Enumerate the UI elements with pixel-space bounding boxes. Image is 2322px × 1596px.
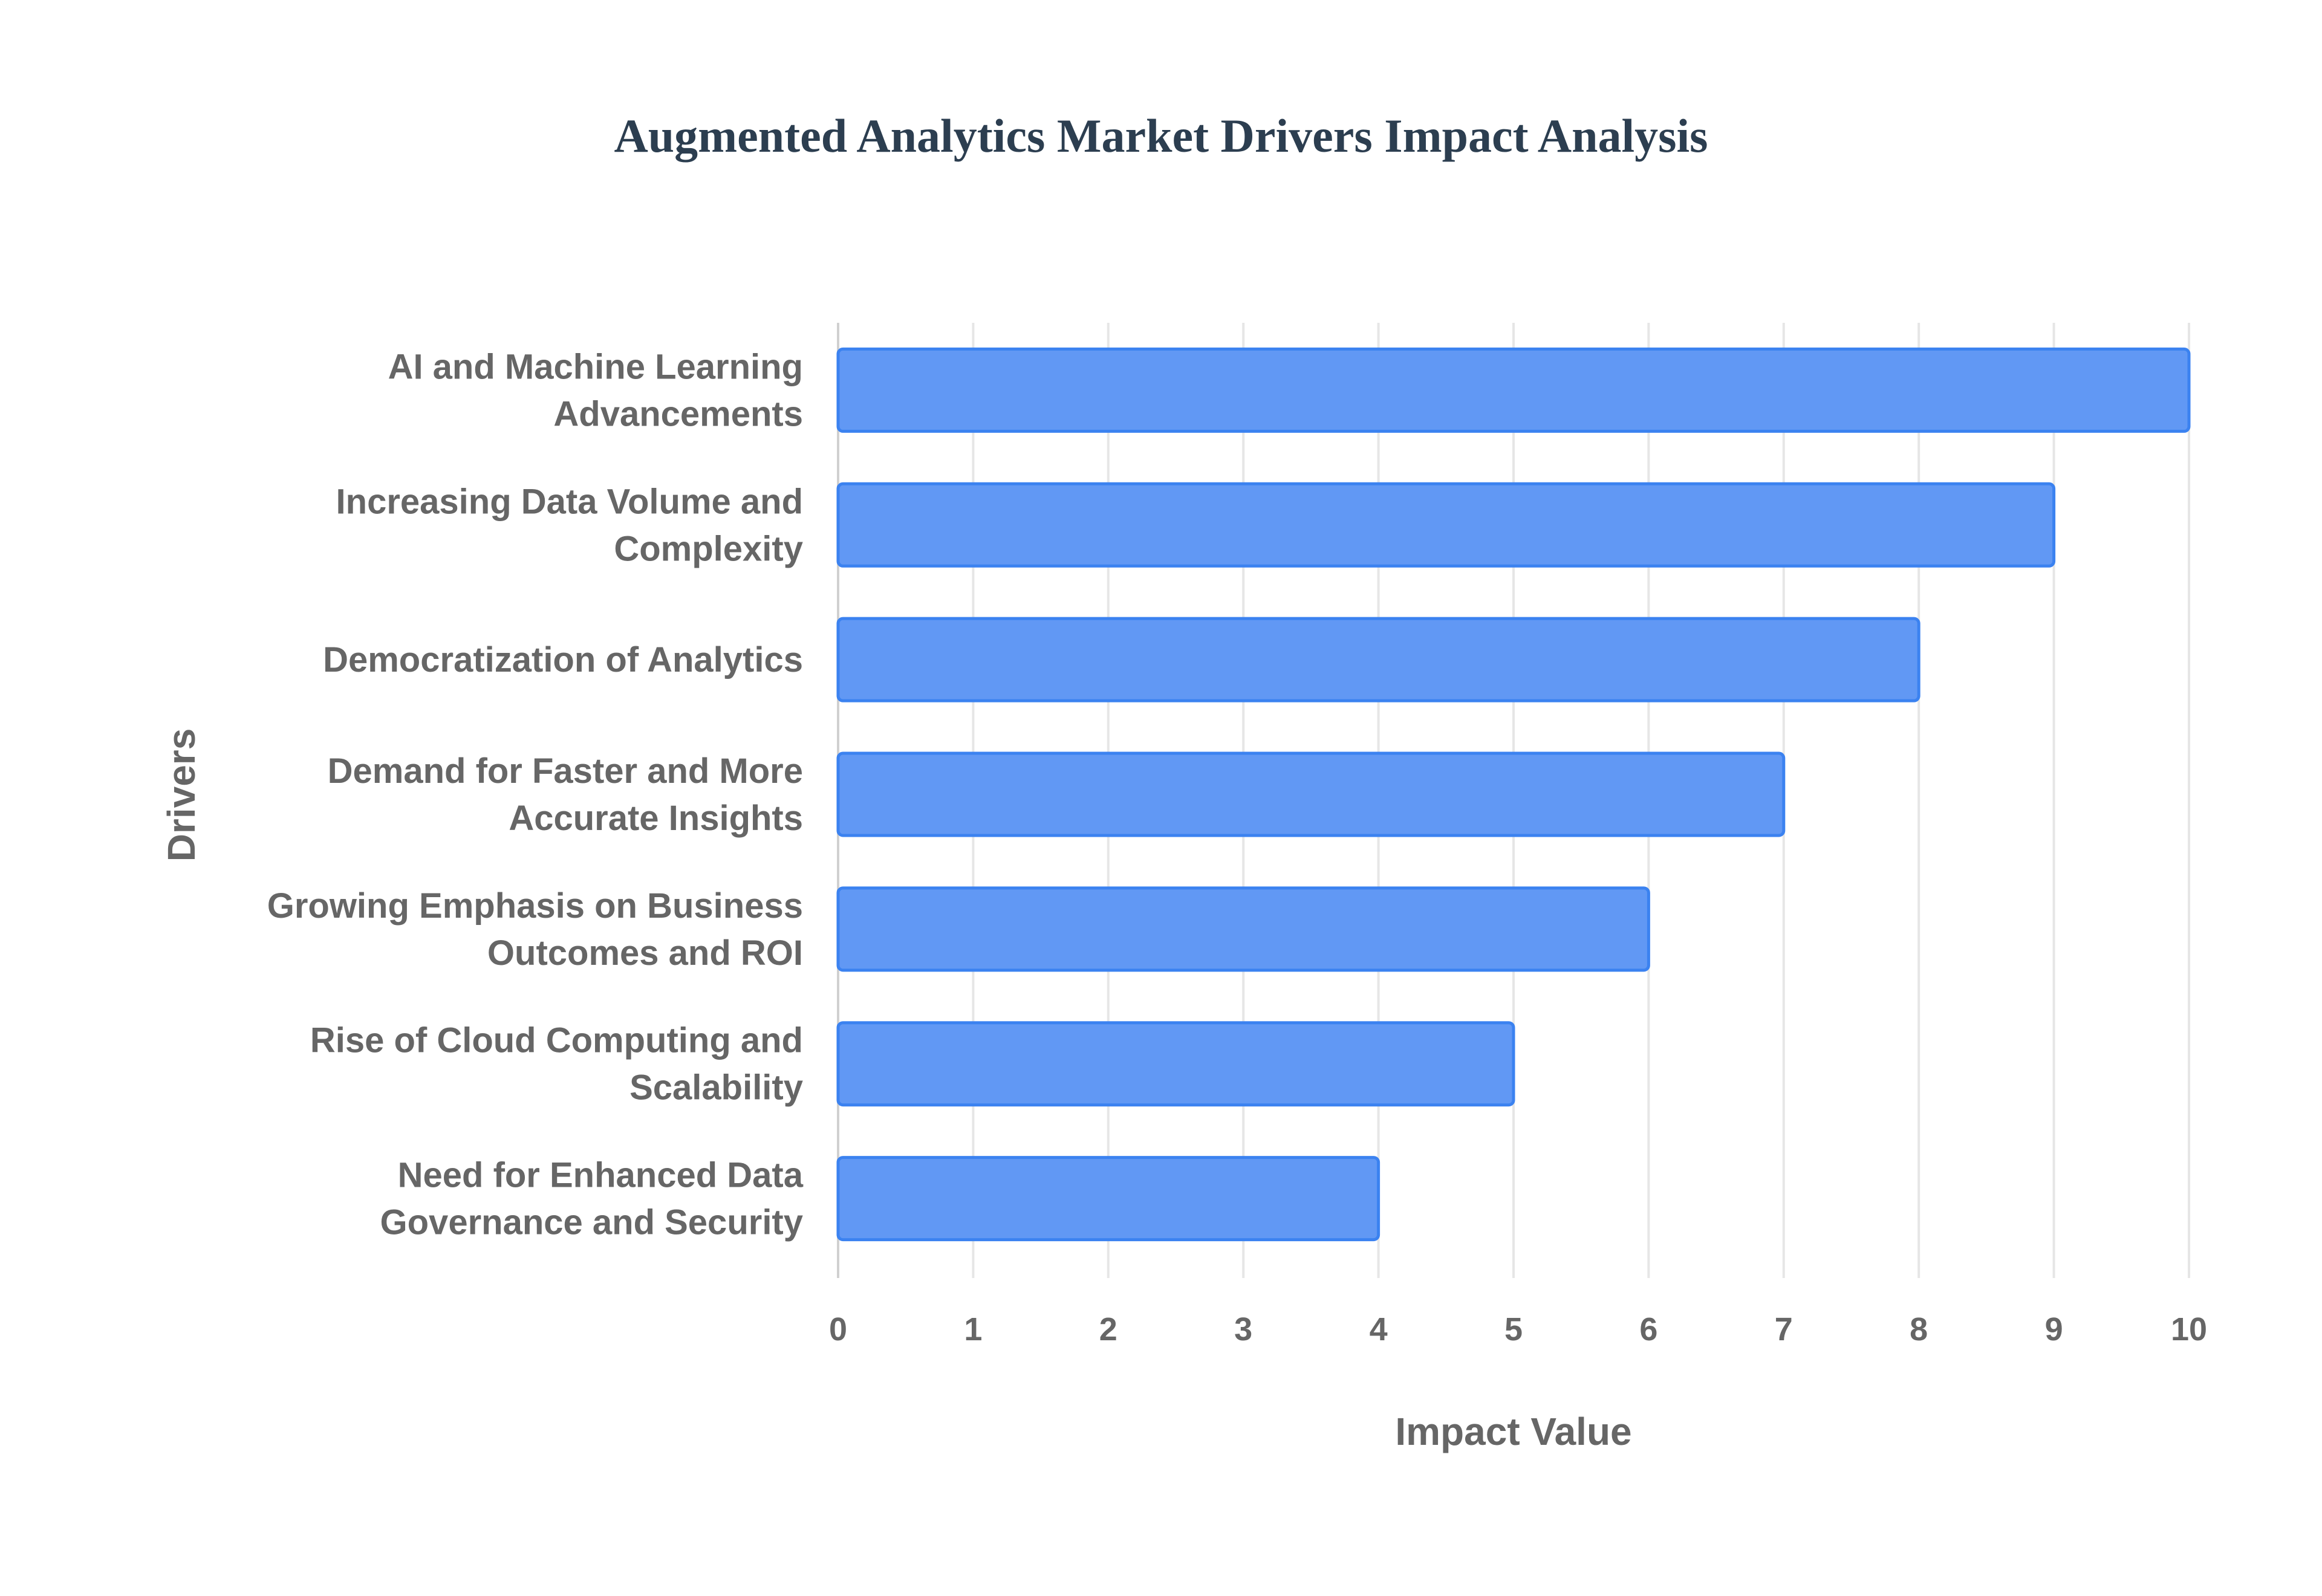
y-tick-label: Need for Enhanced Data Governance and Sec… bbox=[380, 1156, 804, 1242]
x-tick-label: 9 bbox=[2045, 1311, 2063, 1348]
x-tick-label: 7 bbox=[1775, 1311, 1793, 1348]
x-tick-label: 6 bbox=[1639, 1311, 1657, 1348]
y-tick-label: Demand for Faster and More Accurate Insig… bbox=[328, 751, 803, 838]
y-axis-title: Drivers bbox=[160, 728, 203, 862]
x-axis-title: Impact Value bbox=[1395, 1410, 1631, 1453]
y-tick-label: Rise of Cloud Computing and Scalability bbox=[310, 1021, 803, 1108]
bar bbox=[836, 1156, 1381, 1242]
bar bbox=[836, 617, 1920, 702]
y-tick-label: AI and Machine Learning Advancements bbox=[388, 347, 803, 433]
x-tick-label: 5 bbox=[1504, 1311, 1523, 1348]
y-tick-label: Increasing Data Volume and Complexity bbox=[336, 482, 803, 568]
bar bbox=[836, 886, 1650, 972]
x-tick-label: 3 bbox=[1234, 1311, 1252, 1348]
bar bbox=[836, 482, 2056, 568]
x-tick-label: 4 bbox=[1370, 1311, 1388, 1348]
x-tick-label: 8 bbox=[1910, 1311, 1928, 1348]
x-tick-label: 10 bbox=[2171, 1311, 2207, 1348]
x-tick-label: 0 bbox=[829, 1311, 847, 1348]
chart-title: Augmented Analytics Market Drivers Impac… bbox=[614, 109, 1708, 162]
bar bbox=[836, 751, 1786, 837]
y-tick-label: Democratization of Analytics bbox=[323, 640, 803, 680]
y-tick-label: Growing Emphasis on Business Outcomes and… bbox=[267, 886, 803, 973]
bar bbox=[836, 1021, 1515, 1107]
x-tick-label: 2 bbox=[1099, 1311, 1117, 1348]
bar bbox=[836, 347, 2191, 433]
x-tick-label: 1 bbox=[964, 1311, 982, 1348]
